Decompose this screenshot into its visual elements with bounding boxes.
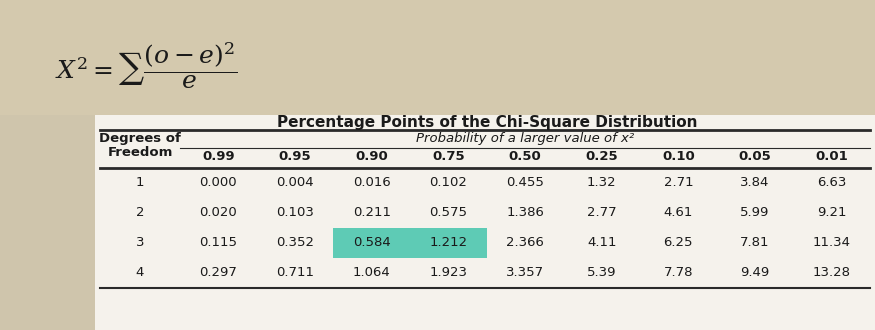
Text: 2: 2 bbox=[136, 207, 144, 219]
Text: 6.63: 6.63 bbox=[817, 177, 846, 189]
Text: 0.352: 0.352 bbox=[276, 237, 314, 249]
Text: 0.25: 0.25 bbox=[585, 150, 618, 163]
Text: 0.50: 0.50 bbox=[508, 150, 542, 163]
Text: 0.584: 0.584 bbox=[353, 237, 390, 249]
Text: 6.25: 6.25 bbox=[663, 237, 693, 249]
Text: 9.21: 9.21 bbox=[817, 207, 846, 219]
Text: 0.000: 0.000 bbox=[200, 177, 237, 189]
Text: 2.77: 2.77 bbox=[587, 207, 617, 219]
Text: 0.99: 0.99 bbox=[202, 150, 234, 163]
Text: 4: 4 bbox=[136, 267, 144, 280]
Text: 1: 1 bbox=[136, 177, 144, 189]
Text: 0.01: 0.01 bbox=[816, 150, 848, 163]
Bar bbox=[333, 228, 410, 258]
Text: 0.102: 0.102 bbox=[430, 177, 467, 189]
Text: 0.297: 0.297 bbox=[200, 267, 237, 280]
Text: 0.05: 0.05 bbox=[738, 150, 772, 163]
Text: 1.212: 1.212 bbox=[430, 237, 467, 249]
Text: Degrees of: Degrees of bbox=[99, 132, 181, 145]
Text: 0.004: 0.004 bbox=[276, 177, 314, 189]
Text: 3.357: 3.357 bbox=[506, 267, 544, 280]
Text: 0.90: 0.90 bbox=[355, 150, 388, 163]
Text: 13.28: 13.28 bbox=[813, 267, 850, 280]
Text: Percentage Points of the Chi-Square Distribution: Percentage Points of the Chi-Square Dist… bbox=[276, 115, 697, 130]
Text: 11.34: 11.34 bbox=[813, 237, 850, 249]
Text: 4.11: 4.11 bbox=[587, 237, 616, 249]
Text: 0.020: 0.020 bbox=[200, 207, 237, 219]
Text: 2.366: 2.366 bbox=[506, 237, 544, 249]
Text: 0.95: 0.95 bbox=[278, 150, 312, 163]
Text: 5.39: 5.39 bbox=[587, 267, 616, 280]
Text: 7.78: 7.78 bbox=[663, 267, 693, 280]
Text: 1.923: 1.923 bbox=[430, 267, 467, 280]
Bar bbox=[95, 115, 875, 330]
Text: 0.016: 0.016 bbox=[353, 177, 390, 189]
Text: 0.211: 0.211 bbox=[353, 207, 390, 219]
Text: 0.103: 0.103 bbox=[276, 207, 314, 219]
Text: Freedom: Freedom bbox=[108, 146, 172, 159]
Text: 1.064: 1.064 bbox=[353, 267, 390, 280]
Text: 4.61: 4.61 bbox=[663, 207, 693, 219]
Text: 2.71: 2.71 bbox=[663, 177, 693, 189]
Text: 0.711: 0.711 bbox=[276, 267, 314, 280]
Bar bbox=[410, 228, 487, 258]
Text: 0.575: 0.575 bbox=[430, 207, 467, 219]
Text: 9.49: 9.49 bbox=[740, 267, 770, 280]
Text: 0.75: 0.75 bbox=[432, 150, 465, 163]
Text: 0.115: 0.115 bbox=[200, 237, 237, 249]
Text: Probability of a larger value of x²: Probability of a larger value of x² bbox=[416, 132, 634, 145]
Text: $\mathit{X}^2 = \sum\dfrac{(o-e)^2}{e}$: $\mathit{X}^2 = \sum\dfrac{(o-e)^2}{e}$ bbox=[55, 40, 237, 90]
Text: 0.10: 0.10 bbox=[662, 150, 695, 163]
Text: 5.99: 5.99 bbox=[740, 207, 770, 219]
Text: 3: 3 bbox=[136, 237, 144, 249]
Text: 1.32: 1.32 bbox=[587, 177, 617, 189]
Text: 7.81: 7.81 bbox=[740, 237, 770, 249]
Text: 1.386: 1.386 bbox=[506, 207, 544, 219]
Text: 0.455: 0.455 bbox=[506, 177, 544, 189]
Bar bbox=[0, 0, 875, 115]
Text: 3.84: 3.84 bbox=[740, 177, 770, 189]
